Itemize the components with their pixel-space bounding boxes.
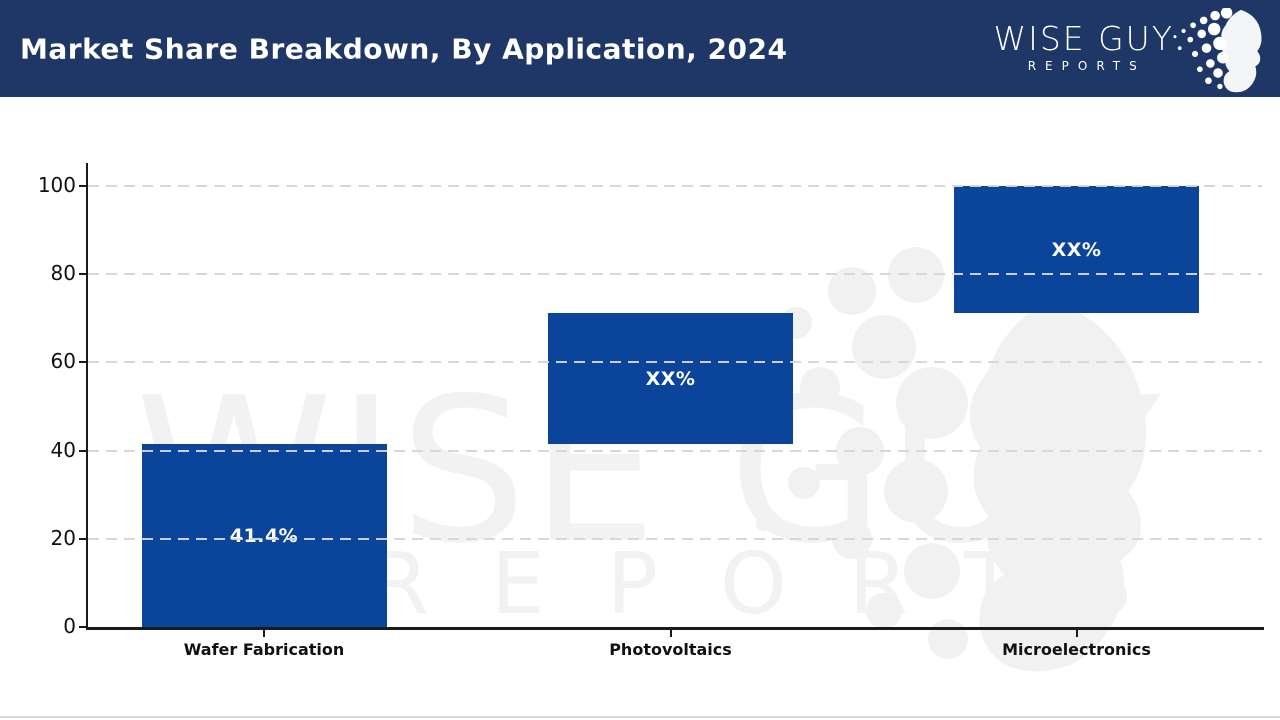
gridline-20 <box>88 537 1262 540</box>
y-tick-mark-80 <box>79 273 87 276</box>
x-tick-label-microelectronics: Microelectronics <box>1002 640 1151 659</box>
y-tick-label-20: 20 <box>50 525 76 550</box>
y-tick-mark-60 <box>79 361 87 364</box>
y-tick-label-100: 100 <box>37 173 76 197</box>
y-tick-label-60: 60 <box>50 349 76 374</box>
x-tick-label-photovoltaics: Photovoltaics <box>609 640 732 659</box>
wiseguy-logo-head-icon <box>1173 8 1262 93</box>
gridline-100 <box>88 185 1262 187</box>
bar-value-label: 41.4% <box>229 524 299 547</box>
header: Market Share Breakdown, By Application, … <box>0 0 1280 97</box>
y-tick-mark-20 <box>79 537 87 540</box>
bar-microelectronics: XX% <box>954 186 1199 313</box>
y-tick-mark-100 <box>79 185 87 187</box>
bottom-divider <box>0 716 1280 718</box>
y-tick-label-40: 40 <box>50 437 76 462</box>
y-tick-mark-40 <box>79 449 87 452</box>
gridline-80 <box>88 273 1262 276</box>
y-tick-mark-0 <box>79 626 87 628</box>
gridline-40 <box>88 449 1262 452</box>
wiseguy-logo-text: WISE GUY REPORTS <box>993 22 1174 73</box>
bar-value-label: XX% <box>645 367 696 390</box>
x-tick-mark-1 <box>669 630 672 637</box>
bar-photovoltaics: XX% <box>548 313 793 445</box>
bar-value-label: XX% <box>1051 238 1102 261</box>
x-tick-mark-0 <box>263 630 265 637</box>
page-title: Market Share Breakdown, By Application, … <box>20 32 788 65</box>
y-axis-line <box>86 163 88 629</box>
y-tick-label-80: 80 <box>50 261 76 286</box>
x-tick-label-wafer-fabrication: Wafer Fabrication <box>183 640 345 659</box>
x-axis-line <box>86 627 1264 630</box>
wiseguy-logo: WISE GUY REPORTS <box>993 6 1262 93</box>
gridline-60 <box>88 361 1262 364</box>
x-tick-mark-2 <box>1075 630 1078 637</box>
wiseguy-logo-wordmark: WISE GUY <box>993 19 1174 58</box>
y-tick-label-0: 0 <box>63 614 76 638</box>
bar-wafer-fabrication: 41.4% <box>141 444 387 627</box>
wiseguy-logo-subtitle: REPORTS <box>1027 59 1146 73</box>
